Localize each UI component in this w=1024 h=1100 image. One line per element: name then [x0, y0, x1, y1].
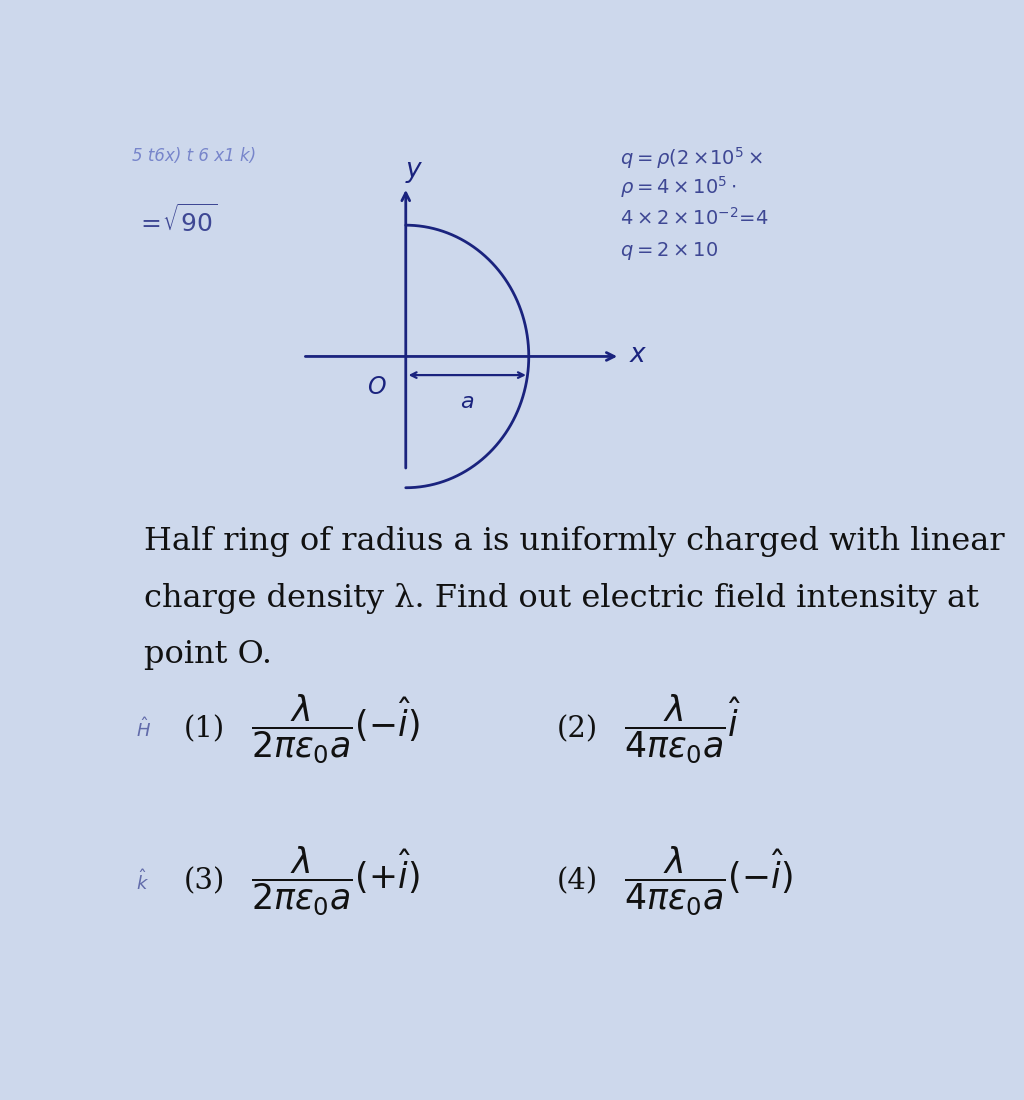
Text: $q = 2\times10$: $q = 2\times10$ — [620, 241, 718, 263]
Text: $\dfrac{\lambda}{4\pi\varepsilon_0 a}(-\hat{i})$: $\dfrac{\lambda}{4\pi\varepsilon_0 a}(-\… — [624, 845, 793, 918]
Text: $\dfrac{\lambda}{2\pi\varepsilon_0 a}(+\hat{i})$: $\dfrac{\lambda}{2\pi\varepsilon_0 a}(+\… — [251, 845, 420, 918]
Text: $\hat{H}$: $\hat{H}$ — [136, 717, 151, 741]
Text: O: O — [368, 375, 386, 399]
Text: Half ring of radius a is uniformly charged with linear: Half ring of radius a is uniformly charg… — [143, 526, 1005, 557]
Text: a: a — [461, 392, 474, 412]
Text: $=\!\sqrt{90}$: $=\!\sqrt{90}$ — [136, 204, 217, 236]
Text: (2): (2) — [557, 715, 598, 744]
Text: $\dfrac{\lambda}{2\pi\varepsilon_0 a}(-\hat{i})$: $\dfrac{\lambda}{2\pi\varepsilon_0 a}(-\… — [251, 693, 420, 766]
Text: (3): (3) — [183, 868, 225, 895]
Text: $q = \rho(2\times\!10^5\times$: $q = \rho(2\times\!10^5\times$ — [620, 145, 763, 170]
Text: $\hat{k}$: $\hat{k}$ — [136, 869, 148, 894]
Text: charge density λ. Find out electric field intensity at: charge density λ. Find out electric fiel… — [143, 583, 979, 614]
Text: $\rho = 4\times10^5\cdot$: $\rho = 4\times10^5\cdot$ — [620, 174, 737, 200]
Text: (1): (1) — [183, 715, 224, 744]
Text: $4\times2\times10^{-2}\!=\!4$: $4\times2\times10^{-2}\!=\!4$ — [620, 207, 769, 229]
Text: y: y — [406, 157, 422, 183]
Text: $\dfrac{\lambda}{4\pi\varepsilon_0 a}\hat{i}$: $\dfrac{\lambda}{4\pi\varepsilon_0 a}\ha… — [624, 693, 741, 766]
Text: point O.: point O. — [143, 639, 272, 670]
Text: x: x — [630, 342, 645, 367]
Text: 5 t6x) t 6 x1 k): 5 t6x) t 6 x1 k) — [132, 147, 256, 165]
Text: (4): (4) — [557, 868, 598, 895]
